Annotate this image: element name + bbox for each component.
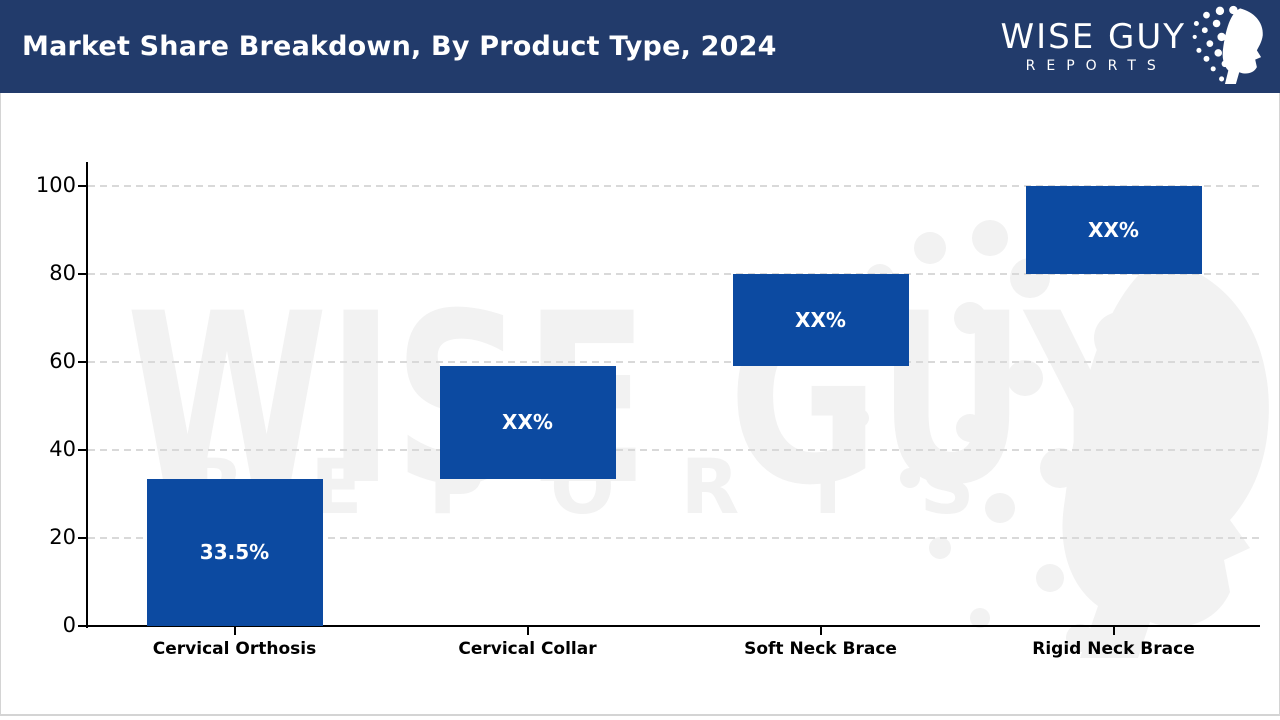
gridline-80: [88, 273, 1260, 275]
y-tick-label-80: 80: [49, 261, 76, 285]
x-label-cervical-collar: Cervical Collar: [458, 639, 597, 659]
y-tick-100: [78, 185, 86, 187]
x-label-soft-neck-brace: Soft Neck Brace: [744, 639, 897, 659]
y-tick-60: [78, 361, 86, 363]
x-tick-rigid-neck-brace: [1112, 627, 1115, 635]
gridline-40: [88, 449, 1260, 451]
chart-area: WISE GUY REPORTS 0 20 40 60 80 100 Cervical Or…: [0, 93, 1280, 716]
x-label-cervical-orthosis: Cervical Orthosis: [152, 639, 317, 659]
y-tick-0: [78, 625, 86, 627]
y-tick-label-0: 0: [62, 613, 76, 637]
bar-label-rigid-neck-brace: XX%: [1088, 218, 1139, 242]
x-axis: [88, 625, 1260, 627]
gridline-20: [88, 537, 1260, 539]
y-tick-label-40: 40: [49, 437, 76, 461]
header-bar: Market Share Breakdown, By Product Type,…: [0, 0, 1280, 93]
logo-reports-label: REPORTS: [1025, 57, 1167, 74]
y-tick-label-20: 20: [49, 525, 76, 549]
logo-head-icon: [1192, 5, 1263, 84]
bar-rigid-neck-brace: XX%: [1025, 186, 1202, 274]
wise-guy-logo: WISE GUY REPORTS: [1000, 5, 1272, 89]
bar-cervical-collar: XX%: [439, 366, 616, 479]
bar-soft-neck-brace: XX%: [732, 274, 909, 367]
y-axis: [86, 162, 88, 628]
bar-label-soft-neck-brace: XX%: [795, 308, 846, 333]
gridline-60: [88, 361, 1260, 363]
y-tick-label-100: 100: [35, 173, 76, 197]
logo-wordmark: WISE GUY: [1000, 16, 1186, 57]
page-title: Market Share Breakdown, By Product Type,…: [22, 31, 777, 62]
bar-label-cervical-orthosis: 33.5%: [199, 540, 270, 565]
gridline-100: [88, 185, 1260, 187]
x-tick-soft-neck-brace: [819, 627, 822, 635]
y-tick-40: [78, 449, 86, 451]
x-label-rigid-neck-brace: Rigid Neck Brace: [1032, 639, 1195, 659]
x-tick-cervical-orthosis: [233, 627, 236, 635]
y-tick-20: [78, 537, 86, 539]
y-tick-80: [78, 273, 86, 275]
bar-cervical-orthosis: 33.5%: [146, 478, 323, 626]
x-tick-cervical-collar: [526, 627, 529, 635]
bar-label-cervical-collar: XX%: [502, 410, 553, 435]
y-tick-label-60: 60: [49, 349, 76, 373]
logo-text: WISE GUY REPORTS: [1000, 20, 1186, 74]
